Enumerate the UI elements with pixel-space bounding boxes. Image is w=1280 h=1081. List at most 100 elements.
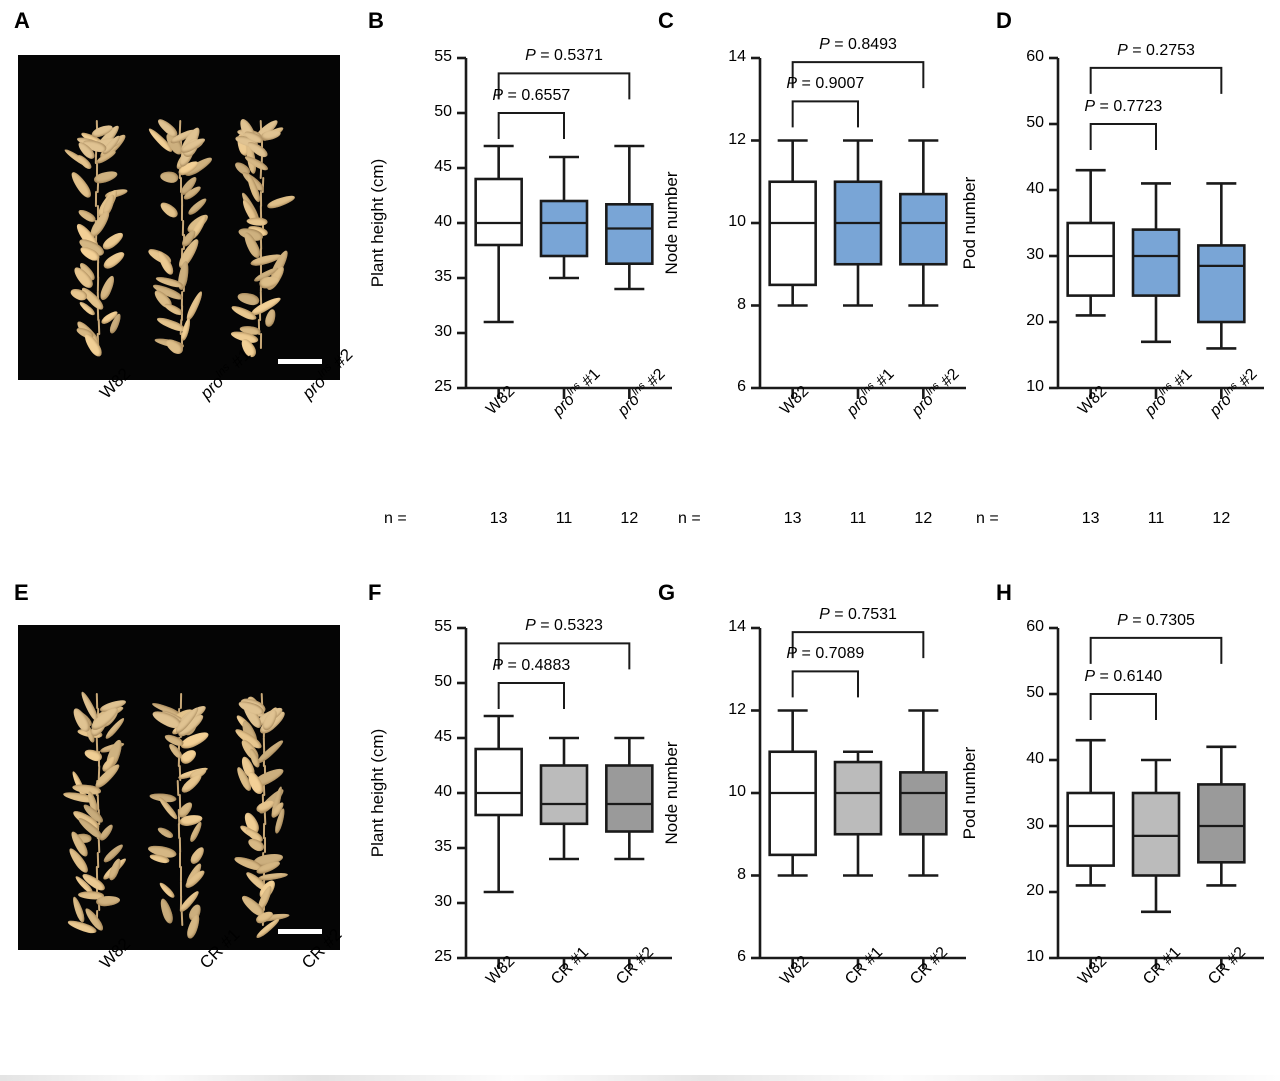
box-g-0: [768, 709, 817, 877]
significance-bracket: [1089, 636, 1223, 664]
box-f-0: [474, 714, 523, 894]
y-tick-label: 6: [737, 948, 746, 965]
box-h-0: [1066, 738, 1115, 887]
p-value-label: P = 0.4883: [492, 657, 571, 674]
y-tick-label: 30: [1026, 246, 1044, 263]
p-value-label: P = 0.7531: [819, 606, 897, 624]
p-value-label: P = 0.9007: [786, 75, 865, 93]
y-axis-label: Pod number: [960, 746, 979, 840]
p-value-label: P = 0.2753: [1117, 41, 1195, 59]
y-axis-label: Node number: [662, 741, 681, 845]
box-c-2: [899, 139, 948, 307]
y-tick-label: 55: [434, 618, 452, 635]
y-tick-label: 45: [434, 158, 452, 175]
y-tick-label: 8: [737, 865, 746, 883]
significance-bracket: [791, 100, 859, 128]
n-value: 12: [620, 510, 639, 527]
y-tick-label: 50: [1026, 684, 1044, 701]
y-axis-label: Pod number: [960, 176, 979, 270]
box-h-1: [1131, 758, 1181, 914]
panel-letter-e: E: [14, 580, 29, 605]
y-tick-label: 12: [728, 700, 746, 718]
plant-specimen: [18, 55, 340, 380]
p-value-label: P = 0.5323: [525, 617, 603, 635]
p-value-label: P = 0.8493: [819, 36, 897, 54]
y-tick-label: 30: [434, 893, 452, 910]
box-d-2: [1197, 182, 1246, 350]
box-b-0: [474, 144, 523, 324]
box-b-1: [539, 155, 589, 280]
p-value-label: P = 0.7723: [1084, 98, 1163, 115]
y-tick-label: 14: [728, 618, 746, 635]
panel-letter-a: A: [14, 8, 30, 33]
box-b-2: [605, 144, 654, 291]
significance-bracket: [791, 61, 925, 89]
n-value: 11: [849, 510, 867, 527]
scale-bar: [278, 359, 322, 364]
p-value-label: P = 0.6140: [1084, 668, 1163, 685]
panel-letter-g: G: [658, 580, 676, 605]
y-tick-label: 55: [434, 48, 452, 65]
box-g-1: [833, 750, 883, 877]
significance-bracket: [791, 631, 925, 659]
panel-letter-d: D: [996, 8, 1012, 33]
panel-e-photo: [18, 625, 340, 950]
y-tick-label: 10: [728, 213, 746, 230]
box-c-1: [833, 139, 883, 307]
boxplot-c: [751, 56, 966, 399]
box-d-0: [1066, 168, 1115, 317]
panel-letter-f: F: [368, 580, 382, 605]
plant-specimen: [18, 625, 340, 950]
significance-bracket: [791, 670, 859, 698]
y-tick-label: 10: [728, 783, 746, 800]
y-tick-label: 10: [1026, 378, 1044, 395]
n-value: 13: [489, 510, 508, 527]
y-tick-label: 20: [1026, 312, 1044, 329]
y-tick-label: 20: [1026, 882, 1044, 899]
y-tick-label: 10: [1026, 948, 1044, 965]
y-tick-label: 6: [737, 378, 746, 395]
p-value-label: P = 0.6557: [492, 87, 571, 104]
significance-bracket: [1089, 693, 1157, 720]
y-tick-label: 40: [434, 783, 452, 800]
n-value: 13: [1081, 510, 1100, 527]
y-axis-label: Node number: [662, 171, 681, 275]
p-value-label: P = 0.5371: [525, 47, 603, 65]
y-tick-label: 30: [434, 323, 452, 340]
n-value: 12: [914, 510, 933, 527]
panel-a-genotype-labels: W82 proIns #1 proIns #2: [18, 345, 356, 475]
y-tick-label: 30: [1026, 816, 1044, 833]
box-f-2: [605, 736, 654, 861]
panel-a-photo: [18, 55, 340, 380]
box-h-2: [1197, 745, 1246, 887]
box-f-1: [539, 736, 589, 861]
significance-bracket: [497, 642, 631, 670]
box-c-0: [768, 139, 817, 307]
n-value: 11: [555, 510, 573, 527]
n-prefix-label: n =: [678, 510, 701, 527]
boxplot-f: [457, 626, 672, 969]
y-tick-label: 40: [434, 213, 452, 230]
y-tick-label: 45: [434, 728, 452, 745]
y-tick-label: 8: [737, 295, 746, 313]
y-tick-label: 25: [434, 948, 452, 965]
panel-letter-b: B: [368, 8, 384, 33]
scale-bar: [278, 929, 322, 934]
soybean-plant-image: [18, 625, 340, 950]
y-tick-label: 25: [434, 378, 452, 395]
significance-bracket: [1089, 66, 1223, 94]
boxplot-b: [457, 56, 672, 399]
box-d-1: [1131, 182, 1181, 344]
y-tick-label: 50: [434, 103, 452, 120]
y-tick-label: 35: [434, 268, 452, 285]
p-value-label: P = 0.7305: [1117, 611, 1195, 629]
y-axis-label: Plant height (cm): [368, 728, 387, 858]
boxplot-h: [1049, 626, 1264, 969]
p-value-label: P = 0.7089: [786, 645, 865, 663]
y-tick-label: 40: [1026, 750, 1044, 767]
y-tick-label: 40: [1026, 180, 1044, 197]
n-value: 13: [783, 510, 802, 527]
y-tick-label: 50: [1026, 114, 1044, 131]
box-g-2: [899, 709, 948, 877]
